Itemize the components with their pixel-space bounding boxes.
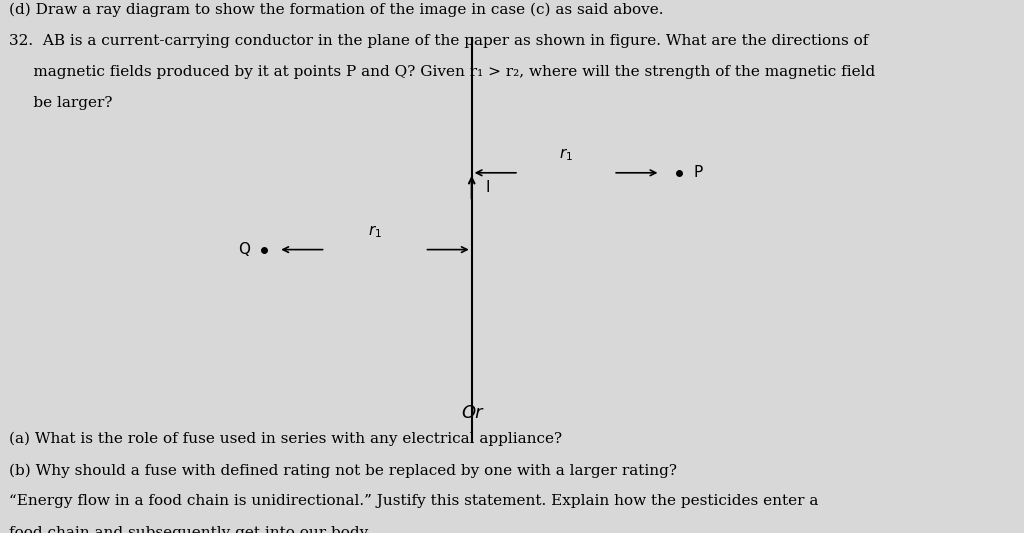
Text: “Energy flow in a food chain is unidirectional.” Justify this statement. Explain: “Energy flow in a food chain is unidirec… <box>9 495 819 508</box>
Text: magnetic fields produced by it at points P and Q? Given r₁ > r₂, where will the : magnetic fields produced by it at points… <box>9 65 876 79</box>
Text: be larger?: be larger? <box>9 96 113 110</box>
Text: $r_1$: $r_1$ <box>559 147 573 163</box>
Text: Or: Or <box>461 404 482 422</box>
Text: $r_1$: $r_1$ <box>368 223 382 240</box>
Text: (b) Why should a fuse with defined rating not be replaced by one with a larger r: (b) Why should a fuse with defined ratin… <box>9 463 678 478</box>
Text: (d) Draw a ray diagram to show the formation of the image in case (c) as said ab: (d) Draw a ray diagram to show the forma… <box>9 3 664 17</box>
Text: 32.  AB is a current-carrying conductor in the plane of the paper as shown in fi: 32. AB is a current-carrying conductor i… <box>9 34 868 47</box>
Text: I: I <box>485 180 490 195</box>
Text: food chain and subsequently get into our body.: food chain and subsequently get into our… <box>9 526 372 533</box>
Text: (a) What is the role of fuse used in series with any electrical appliance?: (a) What is the role of fuse used in ser… <box>9 432 562 447</box>
Text: Q: Q <box>238 242 250 257</box>
Text: P: P <box>693 165 702 180</box>
